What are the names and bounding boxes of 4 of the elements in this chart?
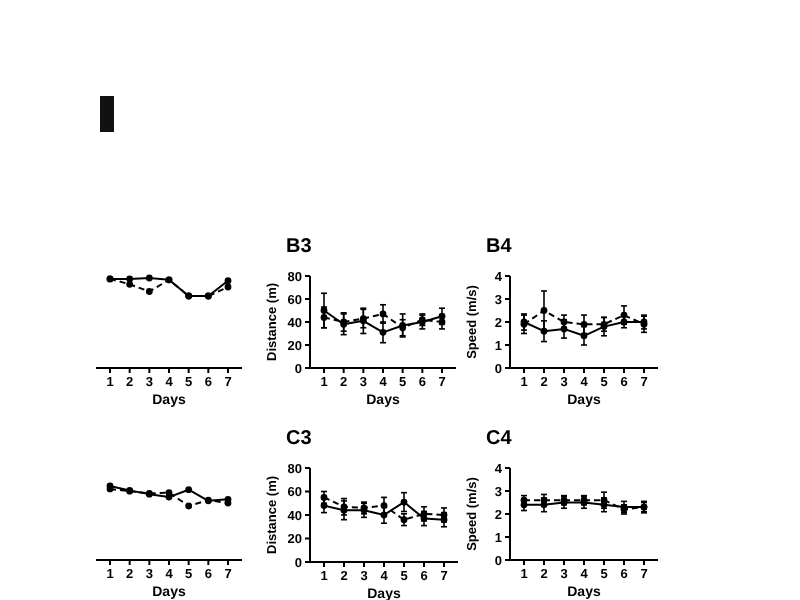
chart-title: C3 <box>286 428 313 450</box>
chart-title: B4 <box>486 236 513 258</box>
chart-title: B3 <box>286 236 313 258</box>
chart-title: C4 <box>486 428 513 450</box>
